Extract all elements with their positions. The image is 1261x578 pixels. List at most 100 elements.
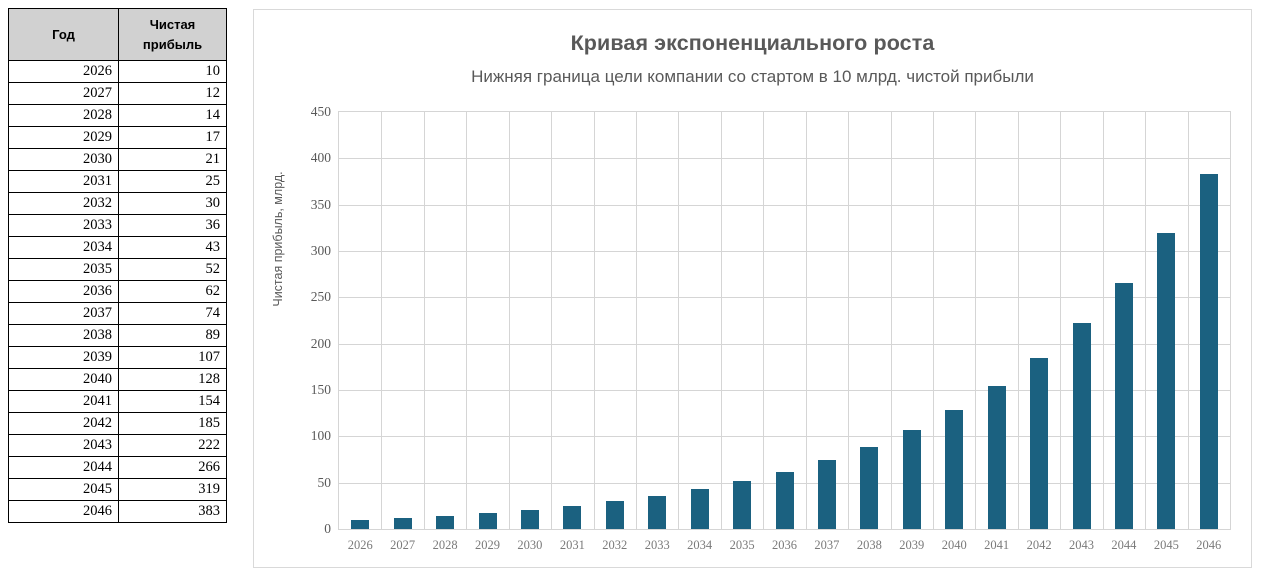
x-axis-tick-label: 2043 (1069, 538, 1094, 552)
bar (1030, 357, 1049, 529)
bar (690, 489, 709, 529)
table-header-row: Год Чистая прибыль (8, 8, 227, 61)
cell-year: 2043 (8, 434, 119, 457)
bar (733, 480, 752, 529)
profit-data-table: Год Чистая прибыль 2026 10 2027 12 2028 14 202… (8, 8, 227, 523)
gridline-horizontal (339, 297, 1230, 299)
cell-year: 2046 (8, 500, 119, 523)
y-axis-tick-label: 200 (310, 335, 331, 351)
y-axis-tick-label: 100 (310, 428, 331, 444)
gridline-horizontal (339, 251, 1230, 252)
gridline-vertical (805, 112, 807, 529)
gridline-vertical (466, 112, 468, 529)
cell-year: 2034 (8, 236, 119, 259)
x-axis-tick-label: 2030 (517, 538, 543, 552)
cell-year: 2039 (8, 346, 119, 369)
cell-year: 2038 (8, 324, 119, 347)
bar (393, 517, 412, 529)
table-row: 2038 89 (8, 324, 227, 347)
y-axis-tick-label: 300 (310, 243, 331, 258)
cell-net-profit: 319 (118, 478, 227, 501)
x-axis-tick-label: 2034 (687, 538, 713, 552)
cell-year: 2028 (8, 104, 119, 127)
cell-net-profit: 36 (118, 214, 227, 237)
cell-net-profit: 185 (118, 412, 227, 435)
cell-net-profit: 30 (118, 192, 227, 215)
cell-year: 2044 (8, 456, 119, 479)
cell-year: 2032 (8, 192, 119, 215)
cell-year: 2027 (8, 82, 119, 105)
bar (817, 460, 836, 529)
bar (563, 505, 582, 529)
table-row: 2030 21 (8, 148, 227, 171)
gridline-horizontal (339, 204, 1230, 206)
x-axis-tick-label: 2038 (856, 538, 882, 552)
cell-year: 2041 (8, 390, 119, 413)
table-row: 2034 43 (8, 236, 227, 259)
y-axis-tick-label: 350 (310, 196, 331, 212)
plot-area: 0 50 100 150 200 250 300 350 400 450 2026 2027 2028… (311, 104, 1231, 552)
table-row: 2042 185 (8, 412, 227, 435)
chart-title: Кривая экспоненциального роста (570, 31, 935, 55)
bar (1157, 233, 1176, 529)
x-axis-tick-label: 2037 (814, 538, 840, 552)
bar (478, 513, 497, 529)
cell-net-profit: 62 (118, 280, 227, 303)
table-row: 2041 154 (8, 390, 227, 413)
table-row: 2039 107 (8, 346, 227, 369)
table-row: 2045 319 (8, 478, 227, 501)
bar (860, 446, 879, 529)
bar (945, 410, 964, 529)
cell-net-profit: 12 (118, 82, 227, 105)
x-axis-tick-label: 2041 (984, 538, 1010, 552)
gridline-vertical (1187, 112, 1189, 529)
y-axis-tick-label: 400 (310, 150, 331, 166)
cell-year: 2037 (8, 302, 119, 325)
cell-year: 2040 (8, 368, 119, 391)
gridline-vertical (933, 112, 934, 529)
cell-net-profit: 52 (118, 258, 227, 281)
bar (987, 386, 1006, 529)
column-header-net-profit: Чистая прибыль (118, 8, 227, 61)
gridline-vertical (848, 112, 850, 529)
bar (605, 501, 624, 529)
gridline-vertical (508, 112, 510, 529)
gridline-horizontal (339, 436, 1230, 438)
x-axis-tick-label: 2032 (602, 538, 628, 552)
cell-year: 2029 (8, 126, 119, 149)
y-axis-tick-label: 0 (324, 521, 331, 536)
gridline-vertical (1102, 112, 1104, 529)
table-row: 2031 25 (8, 170, 227, 193)
gridline-horizontal (339, 343, 1230, 345)
cell-net-profit: 74 (118, 302, 227, 325)
x-axis-tick-label: 2036 (772, 538, 797, 552)
column-header-year: Год (8, 8, 119, 61)
table-row: 2032 30 (8, 192, 227, 215)
cell-net-profit: 266 (118, 456, 227, 479)
chart-panel: Кривая экспоненциального роста Нижняя гр… (253, 9, 1252, 568)
table-row: 2043 222 (8, 434, 227, 457)
cell-net-profit: 17 (118, 126, 227, 149)
gridline-vertical (593, 112, 595, 529)
gridline-vertical (1145, 112, 1147, 529)
cell-net-profit: 14 (118, 104, 227, 127)
cell-year: 2026 (8, 60, 119, 83)
bar (648, 495, 667, 529)
gridline-vertical (763, 112, 765, 529)
data-table-container: Год Чистая прибыль 2026 10 2027 12 2028 14 202… (8, 8, 227, 523)
chart-subtitle: Нижняя граница цели компании со стартом … (471, 67, 1034, 86)
cell-net-profit: 154 (118, 390, 227, 413)
cell-net-profit: 10 (118, 60, 227, 83)
table-body: 2026 10 2027 12 2028 14 2029 17 2030 21 2031 25 2032… (8, 60, 227, 523)
x-axis-tick-label: 2027 (390, 538, 416, 552)
gridline-vertical (975, 112, 977, 529)
x-axis-tick-label: 2033 (644, 538, 670, 552)
table-row: 2029 17 (8, 126, 227, 149)
gridline-vertical (636, 112, 637, 529)
y-axis-tick-label: 250 (310, 289, 331, 305)
x-axis-tick-label: 2029 (475, 538, 500, 552)
bar (1199, 174, 1218, 529)
gridline-vertical (423, 112, 425, 529)
cell-net-profit: 222 (118, 434, 227, 457)
gridline-vertical (551, 112, 553, 529)
